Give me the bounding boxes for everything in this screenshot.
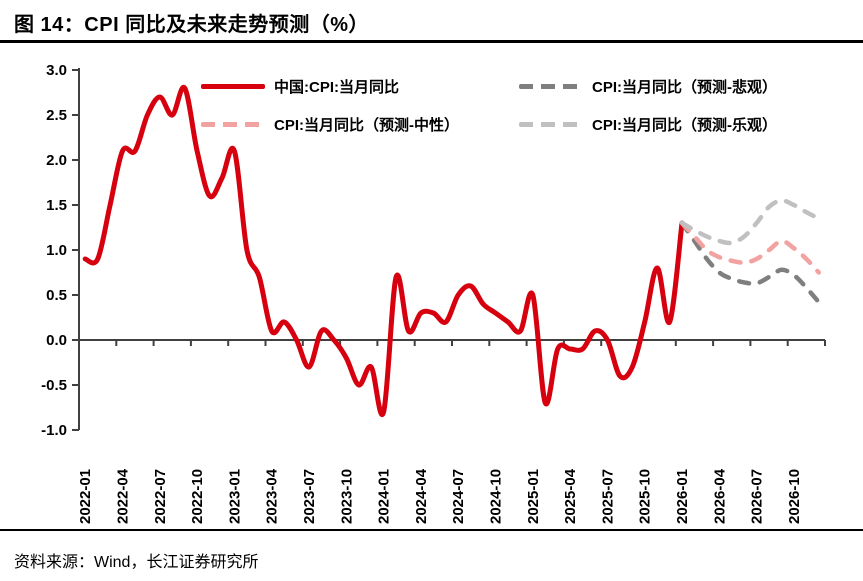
- dashed-pink-line-sample: [201, 121, 265, 127]
- svg-text:2022-01: 2022-01: [77, 469, 94, 524]
- svg-text:2024-01: 2024-01: [376, 469, 393, 524]
- svg-text:2023-04: 2023-04: [264, 468, 281, 524]
- dashed-lightgray-line-sample: [519, 121, 583, 127]
- svg-text:2022-07: 2022-07: [152, 469, 169, 524]
- svg-text:2026-04: 2026-04: [711, 468, 728, 524]
- legend-item-actual: 中国:CPI:当月同比: [201, 78, 399, 96]
- svg-text:2023-07: 2023-07: [301, 469, 318, 524]
- svg-text:2026-01: 2026-01: [674, 469, 691, 524]
- legend-item-forecast-pessimistic: CPI:当月同比（预测-悲观）: [519, 78, 777, 96]
- svg-text:1.5: 1.5: [46, 197, 67, 214]
- svg-text:2025-10: 2025-10: [637, 469, 654, 524]
- svg-text:3.0: 3.0: [46, 62, 67, 79]
- bottom-divider-rule: [0, 529, 863, 531]
- legend-label: CPI:当月同比（预测-悲观）: [592, 78, 777, 96]
- svg-text:2.0: 2.0: [46, 152, 67, 169]
- svg-text:2025-07: 2025-07: [599, 469, 616, 524]
- svg-text:-1.0: -1.0: [41, 422, 67, 439]
- dashed-darkgray-line-sample: [519, 83, 583, 89]
- legend-item-forecast-optimistic: CPI:当月同比（预测-乐观）: [519, 116, 777, 134]
- svg-text:2025-04: 2025-04: [562, 468, 579, 524]
- svg-text:2026-10: 2026-10: [786, 469, 803, 524]
- svg-text:-0.5: -0.5: [41, 377, 67, 394]
- svg-text:0.0: 0.0: [46, 332, 67, 349]
- svg-text:2024-07: 2024-07: [450, 469, 467, 524]
- svg-text:2.5: 2.5: [46, 107, 67, 124]
- svg-text:1.0: 1.0: [46, 242, 67, 259]
- solid-red-line-sample: [201, 83, 265, 89]
- svg-text:2026-07: 2026-07: [749, 469, 766, 524]
- svg-text:2022-10: 2022-10: [189, 469, 206, 524]
- svg-text:2024-04: 2024-04: [413, 468, 430, 524]
- svg-text:2025-01: 2025-01: [525, 469, 542, 524]
- chart-title: 图 14：CPI 同比及未来走势预测（%）: [14, 14, 369, 36]
- svg-text:2023-10: 2023-10: [338, 469, 355, 524]
- svg-text:2024-10: 2024-10: [488, 469, 505, 524]
- svg-text:0.5: 0.5: [46, 287, 67, 304]
- svg-text:2023-01: 2023-01: [226, 469, 243, 524]
- legend-label: CPI:当月同比（预测-中性）: [274, 116, 459, 134]
- legend-item-forecast-neutral: CPI:当月同比（预测-中性）: [201, 116, 459, 134]
- title-divider-rule: [0, 40, 863, 43]
- svg-text:2022-04: 2022-04: [115, 468, 132, 524]
- legend-label: 中国:CPI:当月同比: [274, 78, 399, 96]
- legend-label: CPI:当月同比（预测-乐观）: [592, 116, 777, 134]
- data-source-note: 资料来源：Wind，长江证券研究所: [14, 554, 259, 571]
